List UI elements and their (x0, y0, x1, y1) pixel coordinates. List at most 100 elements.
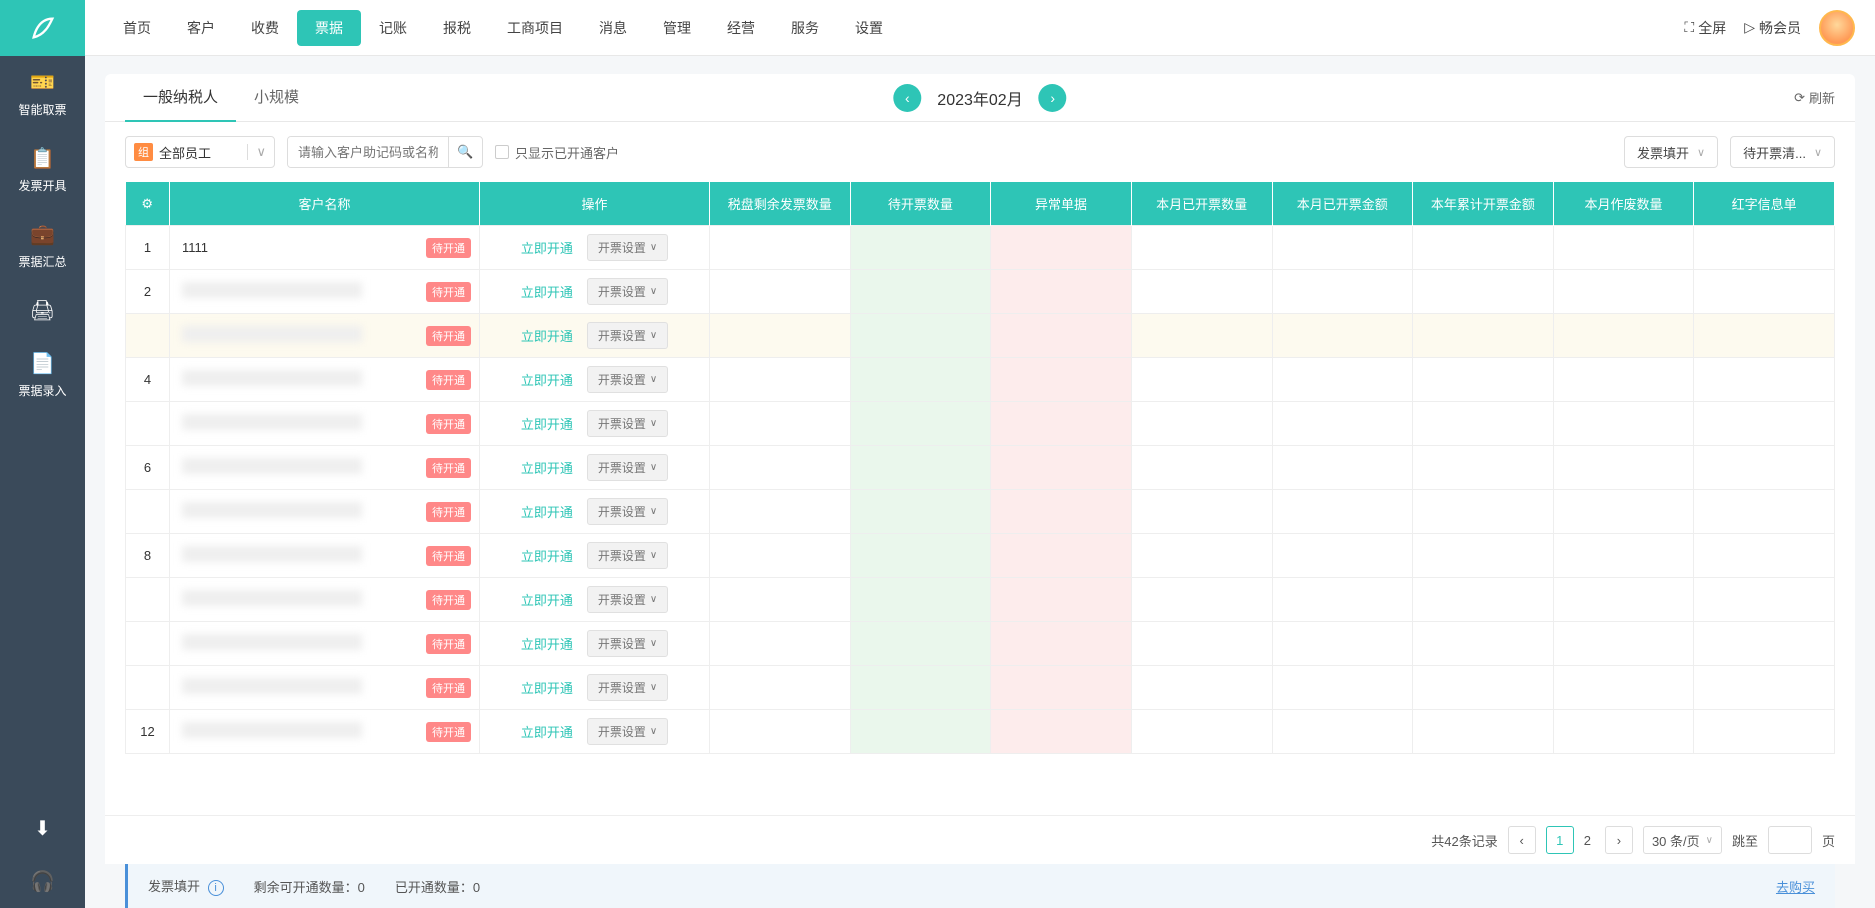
nav-item-4[interactable]: 记账 (361, 10, 425, 46)
page-2[interactable]: 2 (1580, 833, 1595, 848)
table-row[interactable]: 4待开通立即开通开票设置 ∨ (126, 358, 1835, 402)
data-cell (991, 446, 1132, 490)
logo[interactable] (0, 0, 85, 56)
open-now-link[interactable]: 立即开通 (521, 634, 573, 653)
nav-item-5[interactable]: 报税 (425, 10, 489, 46)
invoice-settings-button[interactable]: 开票设置 ∨ (587, 454, 668, 481)
table-row[interactable]: 2待开通 立即开通开票设置 ∨ (126, 270, 1835, 314)
row-index: 2 (126, 270, 170, 314)
invoice-settings-button[interactable]: 开票设置 ∨ (587, 234, 668, 261)
table-row[interactable]: 待开通 立即开通开票设置 ∨ (126, 314, 1835, 358)
table-wrap[interactable]: ⚙客户名称操作税盘剩余发票数量待开票数量异常单据本月已开票数量本月已开票金额本年… (105, 182, 1855, 815)
play-icon: ▷ (1744, 19, 1755, 36)
open-now-link[interactable]: 立即开通 (521, 370, 573, 389)
prev-page-button[interactable]: ‹ (1508, 826, 1536, 854)
data-cell (1272, 578, 1413, 622)
nav-item-1[interactable]: 客户 (169, 10, 233, 46)
invoice-settings-button[interactable]: 开票设置 ∨ (587, 586, 668, 613)
pending-badge: 待开通 (426, 326, 471, 346)
open-now-link[interactable]: 立即开通 (521, 722, 573, 741)
refresh-button[interactable]: ⟳ 刷新 (1794, 88, 1835, 107)
open-now-link[interactable]: 立即开通 (521, 282, 573, 301)
data-cell (1131, 358, 1272, 402)
chevron-down-icon: ∨ (650, 418, 657, 429)
open-now-link[interactable]: 立即开通 (521, 546, 573, 565)
prev-month-button[interactable]: ‹ (893, 84, 921, 112)
page-1[interactable]: 1 (1546, 826, 1574, 854)
invoice-fill-select[interactable]: 发票填开 ∨ (1624, 136, 1718, 168)
jump-page-input[interactable] (1768, 826, 1812, 854)
data-cell (1553, 358, 1694, 402)
show-opened-checkbox[interactable]: 只显示已开通客户 (495, 143, 619, 162)
nav-item-0[interactable]: 首页 (105, 10, 169, 46)
open-now-link[interactable]: 立即开通 (521, 238, 573, 257)
search-button[interactable]: 🔍 (448, 137, 482, 167)
member-button[interactable]: ▷ 畅会员 (1744, 18, 1801, 38)
next-month-button[interactable]: › (1039, 84, 1067, 112)
sidebar-item-4[interactable]: 📄票据录入 (0, 337, 85, 413)
invoice-settings-button[interactable]: 开票设置 ∨ (587, 498, 668, 525)
table-row[interactable]: 待开通立即开通开票设置 ∨ (126, 578, 1835, 622)
table-row[interactable]: 待开通立即开通开票设置 ∨ (126, 622, 1835, 666)
table-row[interactable]: 11111待开通立即开通开票设置 ∨ (126, 226, 1835, 270)
open-now-link[interactable]: 立即开通 (521, 678, 573, 697)
open-now-link[interactable]: 立即开通 (521, 502, 573, 521)
invoice-settings-button[interactable]: 开票设置 ∨ (587, 410, 668, 437)
nav-item-10[interactable]: 服务 (773, 10, 837, 46)
sidebar-icon: 📋 (30, 146, 55, 171)
sidebar-bottom-0[interactable]: ⬇ (0, 802, 85, 855)
sidebar-label: 发票开具 (18, 177, 66, 194)
search-input[interactable] (288, 137, 448, 167)
filter-row: 组 全部员工 ∨ 🔍 只显示已开通客户 (105, 122, 1855, 182)
table-row[interactable]: 待开通立即开通开票设置 ∨ (126, 490, 1835, 534)
buy-link[interactable]: 去购买 (1776, 877, 1815, 896)
avatar[interactable] (1819, 10, 1855, 46)
sidebar-item-1[interactable]: 📋 发票开具 (0, 132, 85, 208)
open-now-link[interactable]: 立即开通 (521, 326, 573, 345)
fullscreen-button[interactable]: ⛶ 全屏 (1684, 18, 1726, 38)
employee-select[interactable]: 组 全部员工 ∨ (125, 136, 275, 168)
table-row[interactable]: 8待开通立即开通开票设置 ∨ (126, 534, 1835, 578)
nav-item-8[interactable]: 管理 (645, 10, 709, 46)
data-cell (1694, 270, 1835, 314)
table-row[interactable]: 待开通立即开通开票设置 ∨ (126, 666, 1835, 710)
invoice-settings-button[interactable]: 开票设置 ∨ (587, 718, 668, 745)
nav-item-3[interactable]: 票据 (297, 10, 361, 46)
tab-0[interactable]: 一般纳税人 (125, 74, 236, 122)
table-row[interactable]: 待开通立即开通开票设置 ∨ (126, 402, 1835, 446)
open-now-link[interactable]: 立即开通 (521, 590, 573, 609)
fullscreen-label: 全屏 (1698, 18, 1726, 38)
data-cell (710, 578, 851, 622)
invoice-settings-button[interactable]: 开票设置 ∨ (587, 630, 668, 657)
info-icon[interactable]: i (208, 880, 224, 896)
data-cell (991, 226, 1132, 270)
nav-item-7[interactable]: 消息 (581, 10, 645, 46)
tab-1[interactable]: 小规模 (236, 74, 317, 122)
data-cell (1131, 270, 1272, 314)
invoice-settings-button[interactable]: 开票设置 ∨ (587, 674, 668, 701)
nav-item-2[interactable]: 收费 (233, 10, 297, 46)
nav-item-6[interactable]: 工商项目 (489, 10, 581, 46)
table-row[interactable]: 6待开通立即开通开票设置 ∨ (126, 446, 1835, 490)
table-row[interactable]: 12待开通立即开通开票设置 ∨ (126, 710, 1835, 754)
pending-invoice-select[interactable]: 待开票清... ∨ (1730, 136, 1835, 168)
next-page-button[interactable]: › (1605, 826, 1633, 854)
customer-name-cell: 待开通 (170, 270, 480, 314)
nav-item-11[interactable]: 设置 (837, 10, 901, 46)
sidebar-bottom-1[interactable]: 🎧 (0, 855, 85, 908)
sidebar-item-0[interactable]: 🎫智能取票 (0, 56, 85, 132)
invoice-settings-button[interactable]: 开票设置 ∨ (587, 278, 668, 305)
search-box: 🔍 (287, 136, 483, 168)
invoice-settings-button[interactable]: 开票设置 ∨ (587, 366, 668, 393)
sidebar-item-3[interactable]: 🖨 (0, 284, 85, 337)
gear-icon[interactable]: ⚙ (141, 196, 153, 211)
invoice-settings-button[interactable]: 开票设置 ∨ (587, 542, 668, 569)
open-now-link[interactable]: 立即开通 (521, 414, 573, 433)
data-cell (1413, 666, 1554, 710)
open-now-link[interactable]: 立即开通 (521, 458, 573, 477)
data-cell (1553, 622, 1694, 666)
nav-item-9[interactable]: 经营 (709, 10, 773, 46)
per-page-select[interactable]: 30 条/页 ∨ (1643, 826, 1722, 854)
sidebar-item-2[interactable]: 💼票据汇总 (0, 208, 85, 284)
invoice-settings-button[interactable]: 开票设置 ∨ (587, 322, 668, 349)
